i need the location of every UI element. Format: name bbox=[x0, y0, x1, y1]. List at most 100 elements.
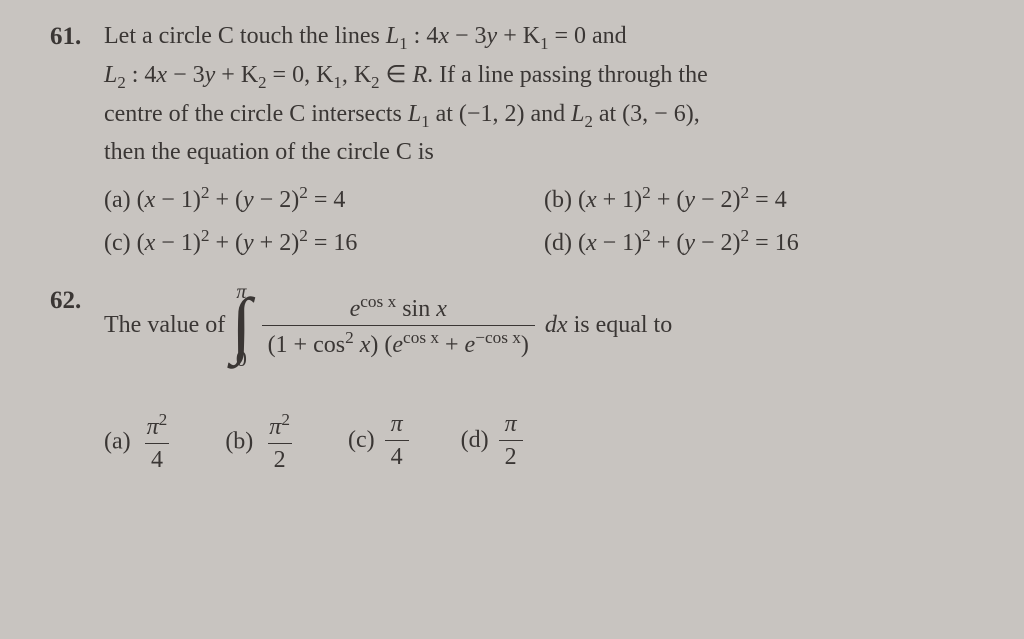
q61-l2-m: ∈ bbox=[380, 62, 413, 88]
integral-expression: π ∫ 0 ecos x sin x (1 + cos2 x) (ecos x … bbox=[231, 282, 539, 370]
q62-c-den: 4 bbox=[385, 440, 409, 472]
integral-sign: π ∫ 0 bbox=[231, 282, 251, 370]
q62-den-cl: ) bbox=[521, 332, 529, 358]
q61-l2-Ksub: 2 bbox=[258, 73, 266, 92]
q61-d-x: x bbox=[586, 230, 597, 256]
q61-l3-L1: L bbox=[408, 101, 421, 127]
q62-c-frac: π 4 bbox=[385, 410, 409, 473]
q62-b-num: π2 bbox=[263, 410, 296, 444]
q61-a-sq2: 2 bbox=[299, 183, 308, 202]
q62-d-frac: π 2 bbox=[499, 410, 523, 473]
q62-b-frac: π2 2 bbox=[263, 410, 296, 476]
q61-opt-c: (c) (x − 1)2 + (y + 2)2 = 16 bbox=[104, 221, 544, 264]
q61-line4: then the equation of the circle C is bbox=[104, 134, 984, 171]
q62-num-e: e bbox=[350, 296, 361, 322]
q62-post: is equal to bbox=[574, 307, 673, 344]
q61-l1-sub1: 1 bbox=[399, 34, 407, 53]
q62-den-e: ) ( bbox=[370, 332, 392, 358]
q61-c-m1: − 1) bbox=[155, 230, 201, 256]
q61-l1-K: + K bbox=[497, 23, 540, 49]
q61-l1-y: y bbox=[487, 23, 498, 49]
q61-opt-d: (d) (x − 1)2 + (y − 2)2 = 16 bbox=[544, 221, 984, 264]
q62-a-frac: π2 4 bbox=[141, 410, 174, 476]
q62-d-label: (d) bbox=[461, 426, 495, 452]
q61-l1-L: L bbox=[386, 23, 399, 49]
q61-a-lp: ( bbox=[137, 187, 145, 213]
q61-a-eq: = 4 bbox=[308, 187, 346, 213]
q62-den-sq: 2 bbox=[345, 328, 354, 347]
q62-a-exp: 2 bbox=[159, 410, 168, 429]
q61-l2-k: , K bbox=[342, 62, 371, 88]
q61-b-x: x bbox=[586, 187, 597, 213]
q61-l1-x: x bbox=[438, 23, 449, 49]
q62-a-den: 4 bbox=[145, 443, 169, 475]
q61-d-label: (d) bbox=[544, 230, 578, 256]
q61-b-y: y bbox=[684, 187, 695, 213]
question-61: 61. Let a circle C touch the lines L1 : … bbox=[50, 18, 984, 264]
q61-l2-y: y bbox=[205, 62, 216, 88]
q61-line2: L2 : 4x − 3y + K2 = 0, K1, K2 ∈ R. If a … bbox=[104, 57, 984, 96]
q61-options: (a) (x − 1)2 + (y − 2)2 = 4 (b) (x + 1)2… bbox=[104, 178, 984, 264]
q62-den-exp1: cos x bbox=[403, 328, 439, 347]
q62-c-num: π bbox=[385, 410, 409, 441]
q61-d-sq1: 2 bbox=[642, 226, 651, 245]
q61-l2-l: 2 bbox=[371, 73, 379, 92]
q62-d-den: 2 bbox=[499, 440, 523, 472]
q61-d-pl: + ( bbox=[651, 230, 685, 256]
q61-a-pl: + ( bbox=[209, 187, 243, 213]
q61-c-pl: + ( bbox=[209, 230, 243, 256]
q62-x: x bbox=[557, 312, 568, 338]
q61-b-lp: ( bbox=[578, 187, 586, 213]
q62-a-label: (a) bbox=[104, 428, 137, 454]
q61-a-m1: − 1) bbox=[155, 187, 201, 213]
q61-d-lp: ( bbox=[578, 230, 586, 256]
q61-b-sq1: 2 bbox=[642, 183, 651, 202]
q62-b-label: (b) bbox=[225, 428, 259, 454]
q62-d: d bbox=[545, 312, 557, 338]
q61-body: Let a circle C touch the lines L1 : 4x −… bbox=[104, 18, 984, 264]
q62-num-sin: sin bbox=[396, 296, 436, 322]
q62-options: (a) π2 4 (b) π2 2 (c) π 4 bbox=[104, 410, 984, 476]
q62-opt-a: (a) π2 4 bbox=[104, 410, 177, 476]
q61-l2-j: 1 bbox=[333, 73, 341, 92]
q61-c-eq: = 16 bbox=[308, 230, 358, 256]
q61-l3-sub2: 2 bbox=[584, 111, 592, 130]
q61-l2-i: = 0, K bbox=[267, 62, 334, 88]
q61-l1-text: Let a circle C touch the lines bbox=[104, 23, 386, 49]
integral-lower: 0 bbox=[236, 348, 247, 370]
q62-opt-d: (d) π 2 bbox=[461, 410, 527, 476]
q61-l2-sub2: 2 bbox=[117, 73, 125, 92]
q61-l2-L: L bbox=[104, 62, 117, 88]
q61-l2-c: : 4 bbox=[126, 62, 157, 88]
q61-c-label: (c) bbox=[104, 230, 137, 256]
q61-a-m2: − 2) bbox=[254, 187, 300, 213]
q61-l3-a: centre of the circle C intersects bbox=[104, 101, 408, 127]
q61-l2-K: + K bbox=[215, 62, 258, 88]
q61-c-y: y bbox=[243, 230, 254, 256]
q62-a-pi: π bbox=[147, 414, 159, 440]
q61-c-lp: ( bbox=[137, 230, 145, 256]
q61-a-label: (a) bbox=[104, 187, 137, 213]
q61-b-m2: − 2) bbox=[695, 187, 741, 213]
q62-den-exp2: −cos x bbox=[475, 328, 521, 347]
q61-l1-tail: = 0 and bbox=[548, 23, 626, 49]
q62-den-pl: + bbox=[439, 332, 465, 358]
q62-b-exp: 2 bbox=[281, 410, 290, 429]
q61-l1-e: − 3 bbox=[449, 23, 487, 49]
q61-l2-x: x bbox=[156, 62, 167, 88]
q61-d-eq: = 16 bbox=[749, 230, 799, 256]
q61-l2-R: R bbox=[412, 62, 427, 88]
q62-opt-c: (c) π 4 bbox=[348, 410, 413, 476]
q62-a-num: π2 bbox=[141, 410, 174, 444]
q61-c-m2: + 2) bbox=[254, 230, 300, 256]
q62-b-den: 2 bbox=[268, 443, 292, 475]
q61-opt-a: (a) (x − 1)2 + (y − 2)2 = 4 bbox=[104, 178, 544, 221]
q62-num-exp: cos x bbox=[360, 292, 396, 311]
q61-line1: Let a circle C touch the lines L1 : 4x −… bbox=[104, 18, 984, 57]
q61-b-m1: + 1) bbox=[597, 187, 643, 213]
q61-d-m1: − 1) bbox=[597, 230, 643, 256]
q62-body: The value of π ∫ 0 ecos x sin x (1 + cos… bbox=[104, 282, 984, 475]
q62-den-e2: e bbox=[465, 332, 476, 358]
q62-stem: The value of π ∫ 0 ecos x sin x (1 + cos… bbox=[104, 282, 984, 370]
q62-num-x: x bbox=[436, 296, 447, 322]
